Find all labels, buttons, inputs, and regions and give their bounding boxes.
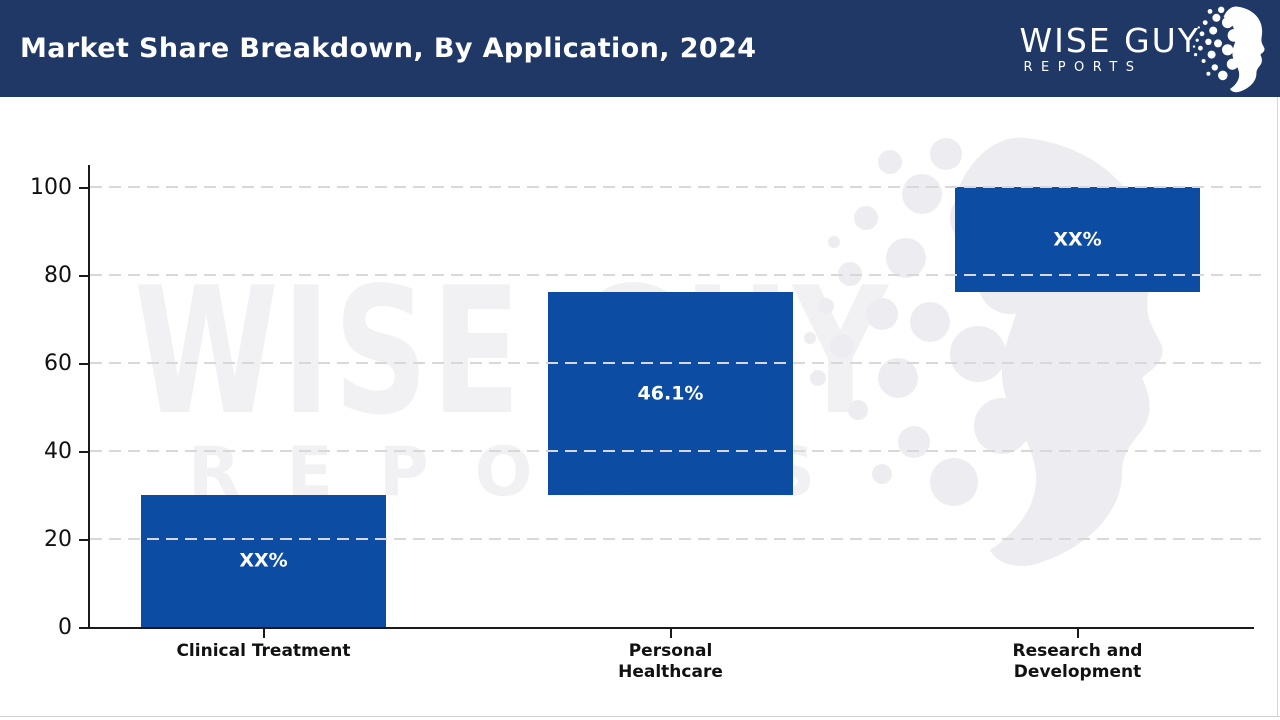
head-profile-dots-icon xyxy=(1192,6,1265,92)
y-axis-line xyxy=(88,165,90,629)
bottom-rule xyxy=(0,716,1280,717)
y-tick-60 xyxy=(79,363,88,365)
y-tick-100 xyxy=(79,187,88,189)
wiseguy-logo: WISE GUY REPORTS xyxy=(1019,0,1268,97)
bar-value-label-1: XX% xyxy=(239,549,288,572)
gridline-100 xyxy=(90,186,1262,188)
gridline-80 xyxy=(90,274,1262,276)
y-tick-label-100: 100 xyxy=(30,175,72,200)
chart-title: Market Share Breakdown, By Application, … xyxy=(20,33,757,64)
y-tick-label-0: 0 xyxy=(58,615,72,640)
y-tick-label-60: 60 xyxy=(44,351,72,376)
y-tick-label-40: 40 xyxy=(44,439,72,464)
logo-wordmark-main: WISE GUY xyxy=(1019,20,1200,60)
logo-wordmark-sub: REPORTS xyxy=(1023,59,1143,75)
x-tick-2 xyxy=(669,629,672,638)
logo-wordmark: WISE GUY REPORTS xyxy=(1019,24,1200,74)
y-tick-20 xyxy=(79,539,88,541)
x-axis-line xyxy=(88,627,1254,629)
gridline-40 xyxy=(90,450,1262,452)
y-tick-label-20: 20 xyxy=(44,527,72,552)
right-edge-rule xyxy=(1277,97,1278,717)
x-category-label-2: Personal Healthcare xyxy=(618,641,723,682)
x-tick-1 xyxy=(262,629,265,638)
gridline-60 xyxy=(90,362,1262,364)
y-tick-40 xyxy=(79,451,88,453)
gridline-20 xyxy=(90,538,1262,540)
chart-area: WISE GUY REPORTS 0 20 40 60 80 100 XX% Clinical… xyxy=(0,97,1280,720)
bar-value-label-3: XX% xyxy=(1053,228,1102,251)
bar-value-label-2: 46.1% xyxy=(637,382,704,405)
x-tick-3 xyxy=(1076,629,1079,638)
x-category-label-1: Clinical Treatment xyxy=(176,641,351,661)
bar-clinical-treatment xyxy=(141,495,386,627)
y-tick-label-80: 80 xyxy=(44,263,72,288)
x-category-label-3: Research and Development xyxy=(1012,641,1143,682)
header-bar: Market Share Breakdown, By Application, … xyxy=(0,0,1280,97)
y-tick-0 xyxy=(79,627,88,629)
y-tick-80 xyxy=(79,275,88,277)
bar-personal-healthcare xyxy=(548,292,793,495)
